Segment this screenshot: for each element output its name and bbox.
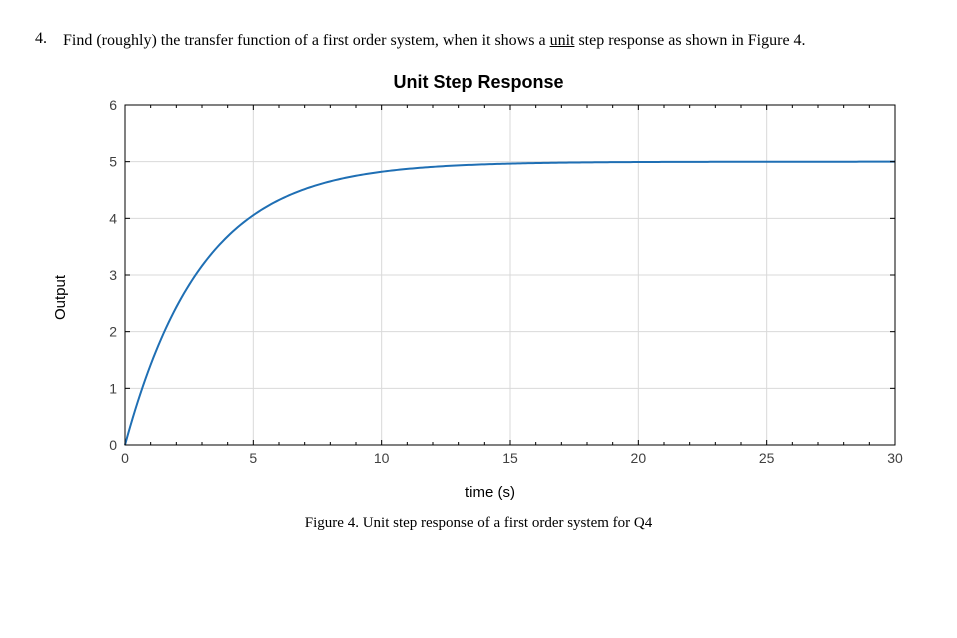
q-underlined: unit [550, 32, 575, 49]
svg-text:6: 6 [109, 97, 117, 113]
svg-text:3: 3 [109, 267, 117, 283]
q-text-pre: Find (roughly) the transfer function of … [63, 32, 550, 49]
svg-text:15: 15 [502, 450, 518, 466]
question-text: Find (roughly) the transfer function of … [63, 30, 922, 52]
svg-text:5: 5 [249, 450, 257, 466]
chart-svg-container: 0 5 10 15 20 25 30 0 1 2 3 4 5 6 time (s) [75, 95, 905, 501]
question-block: 4. Find (roughly) the transfer function … [35, 30, 922, 52]
svg-text:4: 4 [109, 210, 117, 226]
chart-area: Output 0 5 10 15 20 25 30 0 1 2 3 4 5 6 time (s) [52, 95, 905, 501]
chart-wrap: Output 0 5 10 15 20 25 30 0 1 2 3 4 5 6 time (s) [35, 95, 922, 501]
svg-text:5: 5 [109, 153, 117, 169]
y-axis-label: Output [52, 275, 69, 320]
svg-text:20: 20 [631, 450, 647, 466]
question-number: 4. [35, 30, 63, 48]
svg-text:30: 30 [887, 450, 903, 466]
chart-title: Unit Step Response [35, 72, 922, 93]
svg-text:1: 1 [109, 380, 117, 396]
figure-caption: Figure 4. Unit step response of a first … [35, 515, 922, 532]
svg-text:10: 10 [374, 450, 390, 466]
svg-text:25: 25 [759, 450, 775, 466]
svg-text:2: 2 [109, 323, 117, 339]
svg-text:0: 0 [121, 450, 129, 466]
x-axis-label: time (s) [75, 484, 905, 501]
q-text-post: step response as shown in Figure 4. [574, 32, 805, 49]
svg-text:0: 0 [109, 437, 117, 453]
chart-svg: 0 5 10 15 20 25 30 0 1 2 3 4 5 6 [75, 95, 905, 480]
